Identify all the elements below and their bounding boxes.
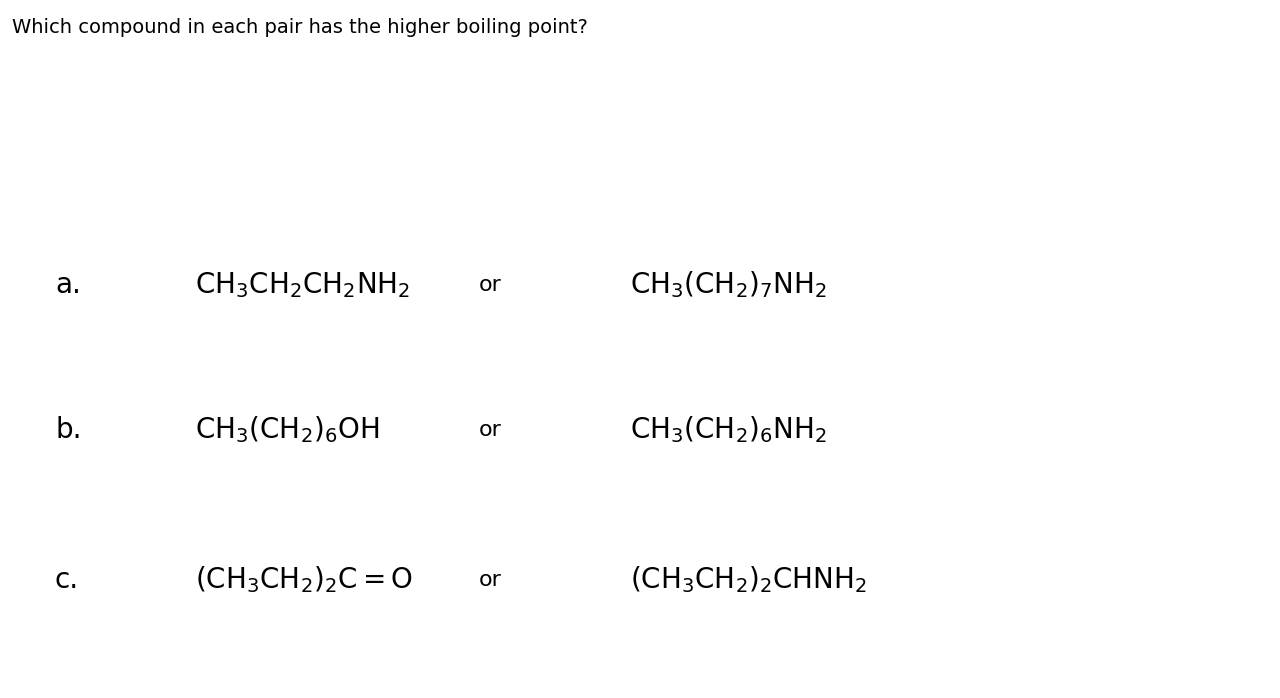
Text: $\mathregular{CH_3(CH_2)_6OH}$: $\mathregular{CH_3(CH_2)_6OH}$ xyxy=(195,415,379,445)
Text: b.: b. xyxy=(55,416,82,444)
Text: a.: a. xyxy=(55,271,81,299)
Text: $\mathregular{CH_3CH_2CH_2NH_2}$: $\mathregular{CH_3CH_2CH_2NH_2}$ xyxy=(195,270,411,300)
Text: or: or xyxy=(479,420,502,440)
Text: c.: c. xyxy=(55,566,79,594)
Text: $\mathregular{CH_3(CH_2)_7NH_2}$: $\mathregular{CH_3(CH_2)_7NH_2}$ xyxy=(630,269,827,300)
Text: $\mathregular{CH_3(CH_2)_6NH_2}$: $\mathregular{CH_3(CH_2)_6NH_2}$ xyxy=(630,415,827,445)
Text: $\mathregular{(CH_3CH_2)_2CHNH_2}$: $\mathregular{(CH_3CH_2)_2CHNH_2}$ xyxy=(630,565,867,595)
Text: Which compound in each pair has the higher boiling point?: Which compound in each pair has the high… xyxy=(12,18,588,37)
Text: or: or xyxy=(479,275,502,295)
Text: or: or xyxy=(479,570,502,590)
Text: $\mathregular{(CH_3CH_2)_2C{=}O}$: $\mathregular{(CH_3CH_2)_2C{=}O}$ xyxy=(195,565,413,595)
